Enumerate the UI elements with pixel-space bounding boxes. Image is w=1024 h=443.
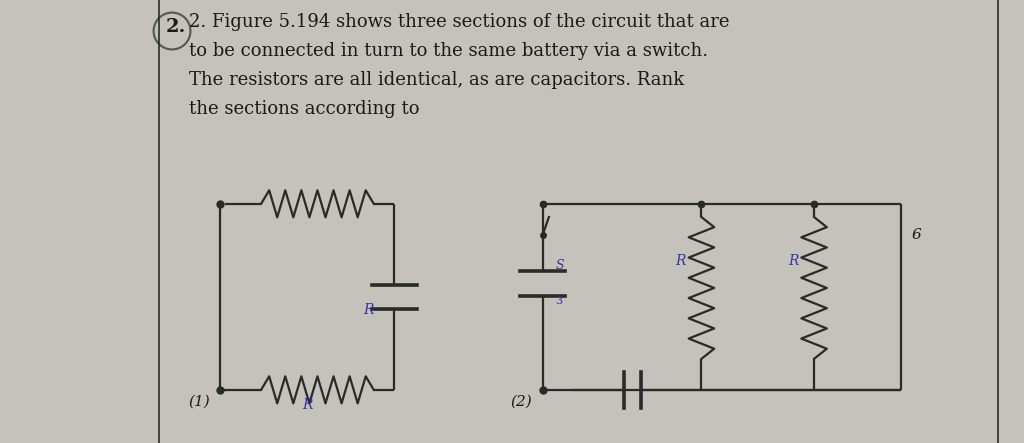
Text: R: R (364, 303, 374, 317)
Text: The resistors are all identical, as are capacitors. Rank: The resistors are all identical, as are … (189, 71, 685, 89)
Text: (1): (1) (188, 394, 210, 408)
Text: 2.: 2. (166, 18, 186, 36)
Text: the sections according to: the sections according to (189, 100, 420, 118)
Text: 6: 6 (911, 228, 922, 242)
Text: R: R (676, 254, 686, 268)
Text: R: R (302, 398, 312, 412)
Text: S: S (556, 259, 564, 272)
Text: 2. Figure 5.194 shows three sections of the circuit that are: 2. Figure 5.194 shows three sections of … (189, 13, 730, 31)
Text: (2): (2) (511, 394, 532, 408)
Text: to be connected in turn to the same battery via a switch.: to be connected in turn to the same batt… (189, 42, 709, 60)
Text: R: R (788, 254, 799, 268)
Text: 3: 3 (555, 296, 562, 306)
